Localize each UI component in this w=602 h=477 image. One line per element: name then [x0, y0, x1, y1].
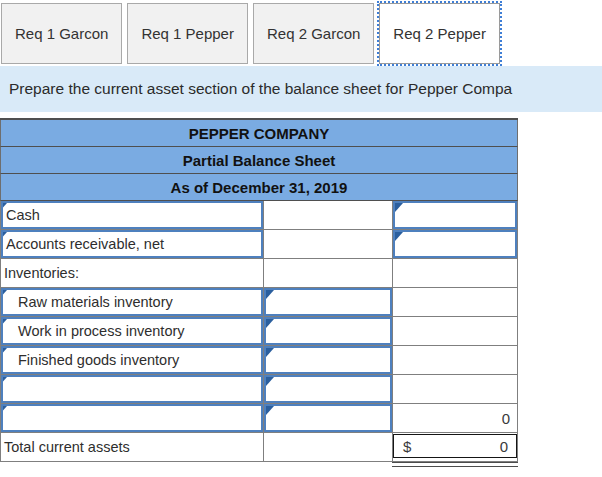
main-amount-cell: [393, 317, 518, 346]
amount-input[interactable]: [264, 404, 392, 432]
statement-row-total: Total current assets $ 0: [0, 433, 518, 462]
account-label-cell: [0, 404, 264, 433]
currency-symbol: $: [403, 438, 411, 455]
cell-flag-icon: [1, 406, 7, 415]
cell-flag-icon: [266, 290, 274, 299]
statement-row-finished-goods: Finished goods inventory: [0, 346, 518, 375]
account-label-cell: [0, 375, 264, 404]
underline-spacer: [0, 462, 392, 469]
detail-amount-cell: [264, 346, 393, 375]
tab-req-2-pepper[interactable]: Req 2 Pepper: [379, 3, 500, 64]
instruction-text: Prepare the current asset section of the…: [0, 80, 512, 98]
amount-input[interactable]: [264, 317, 392, 345]
statement-date-row: As of December 31, 2019: [0, 174, 518, 201]
account-title-input[interactable]: Raw materials inventory: [1, 288, 263, 316]
main-amount-cell: [393, 288, 518, 317]
cell-flag-icon: [266, 348, 274, 357]
statement-subtitle-row: Partial Balance Sheet: [0, 147, 518, 174]
account-title-text: Accounts receivable, net: [3, 236, 164, 252]
amount-input[interactable]: [393, 201, 517, 229]
detail-amount-cell: [264, 375, 393, 404]
amount-input[interactable]: [264, 346, 392, 374]
statement-row-raw-materials: Raw materials inventory: [0, 288, 518, 317]
account-title-input[interactable]: Accounts receivable, net: [1, 230, 263, 258]
account-label-cell: Accounts receivable, net: [0, 230, 264, 259]
account-title-input[interactable]: [1, 404, 263, 432]
statement-row-blank-1: [0, 375, 518, 404]
main-amount-cell: [393, 375, 518, 404]
account-label-cell: Raw materials inventory: [0, 288, 264, 317]
tab-bar: Req 1 Garcon Req 1 Pepper Req 2 Garcon R…: [1, 3, 500, 64]
amount-input[interactable]: [264, 375, 392, 403]
detail-amount-cell: [264, 288, 393, 317]
total-amount-box: $ 0: [393, 434, 517, 458]
cell-flag-icon: [266, 406, 274, 415]
detail-amount-cell: [264, 404, 393, 433]
main-amount-cell: [393, 201, 518, 230]
instruction-banner: Prepare the current asset section of the…: [0, 66, 602, 112]
detail-amount-cell: [264, 433, 393, 462]
account-title-text: Finished goods inventory: [3, 352, 179, 368]
account-title-input[interactable]: Finished goods inventory: [1, 346, 263, 374]
statement-row-work-in-process: Work in process inventory: [0, 317, 518, 346]
statement-title-row: PEPPER COMPANY: [0, 120, 518, 147]
detail-amount-cell: [264, 259, 393, 288]
account-title-text: Cash: [3, 207, 40, 223]
statement-row-accounts-receivable: Accounts receivable, net: [0, 230, 518, 259]
worksheet-screen: Req 1 Garcon Req 1 Pepper Req 2 Garcon R…: [0, 0, 602, 477]
cell-flag-icon: [266, 319, 274, 328]
cell-flag-icon: [1, 319, 7, 328]
cell-flag-icon: [1, 348, 7, 357]
account-title-text: Raw materials inventory: [3, 294, 173, 310]
statement-row-blank-2: 0: [0, 404, 518, 433]
total-amount-value: 0: [500, 438, 508, 455]
double-underline: [392, 462, 518, 467]
account-label-cell: Work in process inventory: [0, 317, 264, 346]
double-underline-row: [0, 462, 518, 469]
detail-amount-cell: [264, 230, 393, 259]
main-amount-cell: [393, 230, 518, 259]
balance-sheet-table: PEPPER COMPANY Partial Balance Sheet As …: [0, 118, 518, 469]
total-label-cell: Total current assets: [0, 433, 264, 462]
cell-flag-icon: [1, 203, 7, 212]
amount-input[interactable]: [264, 288, 392, 316]
cell-flag-icon: [1, 232, 7, 241]
account-title-input[interactable]: [1, 375, 263, 403]
statement-row-inventories-heading: Inventories:: [0, 259, 518, 288]
account-title-input[interactable]: Work in process inventory: [1, 317, 263, 345]
cell-flag-icon: [395, 203, 403, 212]
cell-flag-icon: [266, 377, 274, 386]
total-amount-cell: $ 0: [393, 433, 518, 462]
cell-flag-icon: [395, 232, 403, 241]
amount-input[interactable]: [393, 230, 517, 258]
tab-req-2-garcon[interactable]: Req 2 Garcon: [253, 3, 374, 64]
account-label-cell: Finished goods inventory: [0, 346, 264, 375]
subtotal-amount-cell: 0: [393, 404, 518, 433]
account-title-input[interactable]: Cash: [1, 201, 263, 229]
cell-flag-icon: [1, 290, 7, 299]
main-amount-cell: [393, 259, 518, 288]
section-label-cell: Inventories:: [0, 259, 264, 288]
detail-amount-cell: [264, 317, 393, 346]
main-amount-cell: [393, 346, 518, 375]
detail-amount-cell: [264, 201, 393, 230]
account-title-text: Work in process inventory: [3, 323, 185, 339]
account-label-cell: Cash: [0, 201, 264, 230]
cell-flag-icon: [1, 377, 7, 386]
tab-req-1-pepper[interactable]: Req 1 Pepper: [127, 3, 248, 64]
tab-req-1-garcon[interactable]: Req 1 Garcon: [1, 3, 122, 64]
statement-row-cash: Cash: [0, 201, 518, 230]
